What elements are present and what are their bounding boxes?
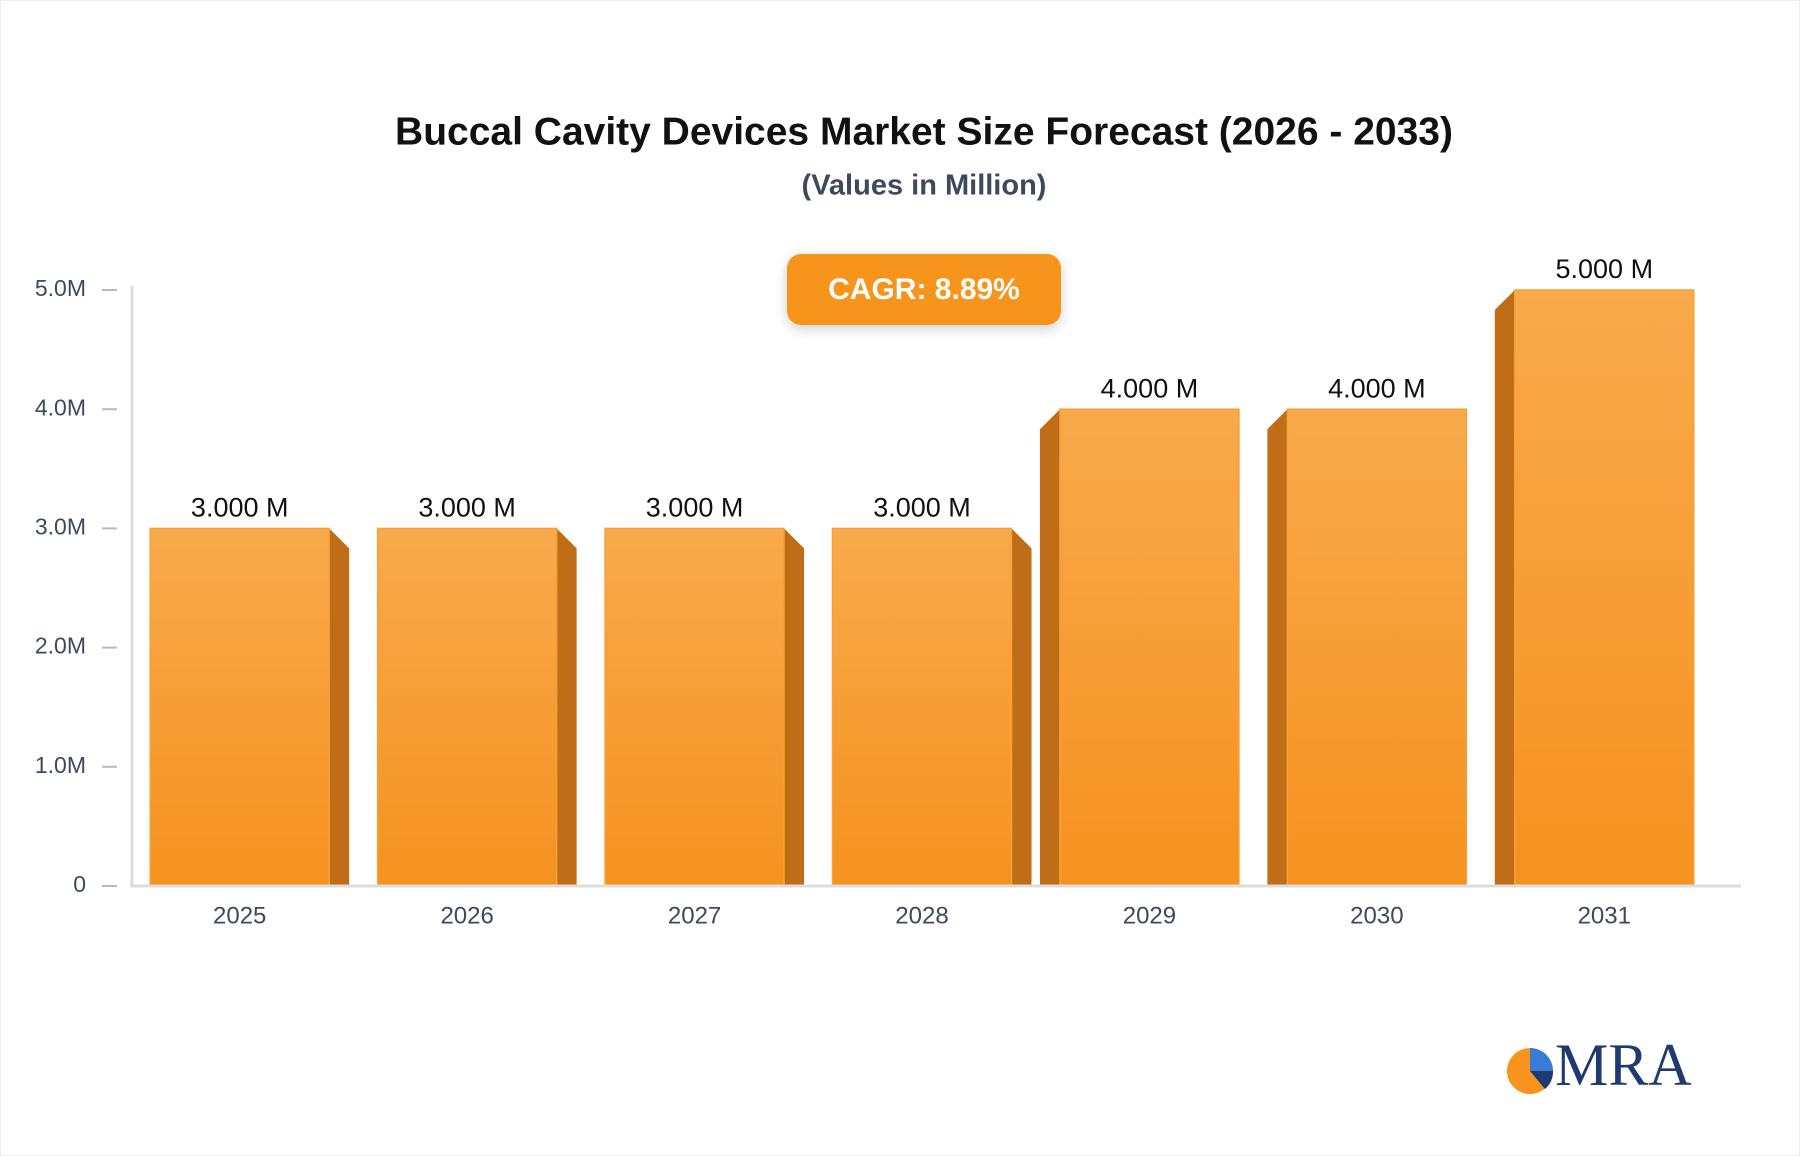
bar (831, 527, 1013, 887)
bar-side (1011, 528, 1032, 886)
bar-side (1267, 409, 1288, 886)
x-tick-label: 2026 (440, 902, 493, 929)
bar-side (556, 528, 577, 886)
logo-text: MRA (1555, 1032, 1692, 1098)
y-tick-label: 1.0M (35, 752, 86, 778)
bar (1514, 289, 1695, 887)
bar (1286, 408, 1468, 887)
cagr-badge: CAGR: 8.89% (787, 254, 1061, 325)
value-label: 3.000 M (191, 493, 289, 523)
x-tick-label: 2027 (668, 902, 721, 929)
value-label: 5.000 M (1556, 254, 1654, 284)
bar (1059, 408, 1240, 887)
y-tick-label: 3.0M (35, 513, 86, 539)
bar (604, 527, 785, 887)
logo-slice (1530, 1071, 1554, 1089)
bar (376, 527, 558, 887)
y-tick-label: 4.0M (35, 394, 86, 420)
x-tick-label: 2028 (895, 902, 948, 929)
y-tick-label: 5.0M (35, 275, 86, 301)
cagr-label: CAGR: 8.89% (828, 273, 1020, 306)
x-tick-label: 2030 (1350, 902, 1403, 929)
logo: MRA (1507, 1032, 1692, 1098)
chart-subtitle: (Values in Million) (802, 170, 1047, 202)
bar (149, 527, 330, 887)
x-tick-label: 2029 (1123, 902, 1176, 929)
chart-title: Buccal Cavity Devices Market Size Foreca… (395, 110, 1453, 153)
value-label: 3.000 M (646, 493, 744, 523)
y-tick-label: 0 (73, 871, 86, 897)
y-tick-label: 2.0M (35, 633, 86, 659)
bar-side (329, 528, 350, 886)
bar-side (784, 528, 805, 886)
bar-side (1039, 409, 1060, 886)
cagr-box (787, 254, 1061, 325)
x-tick-label: 2031 (1578, 902, 1631, 929)
bar-side (1494, 290, 1515, 886)
x-tick-label: 2025 (213, 902, 266, 929)
value-label: 4.000 M (1101, 373, 1199, 403)
value-label: 3.000 M (873, 493, 971, 523)
logo-slice (1530, 1048, 1553, 1071)
value-label: 4.000 M (1328, 373, 1426, 403)
value-label: 3.000 M (418, 493, 516, 523)
